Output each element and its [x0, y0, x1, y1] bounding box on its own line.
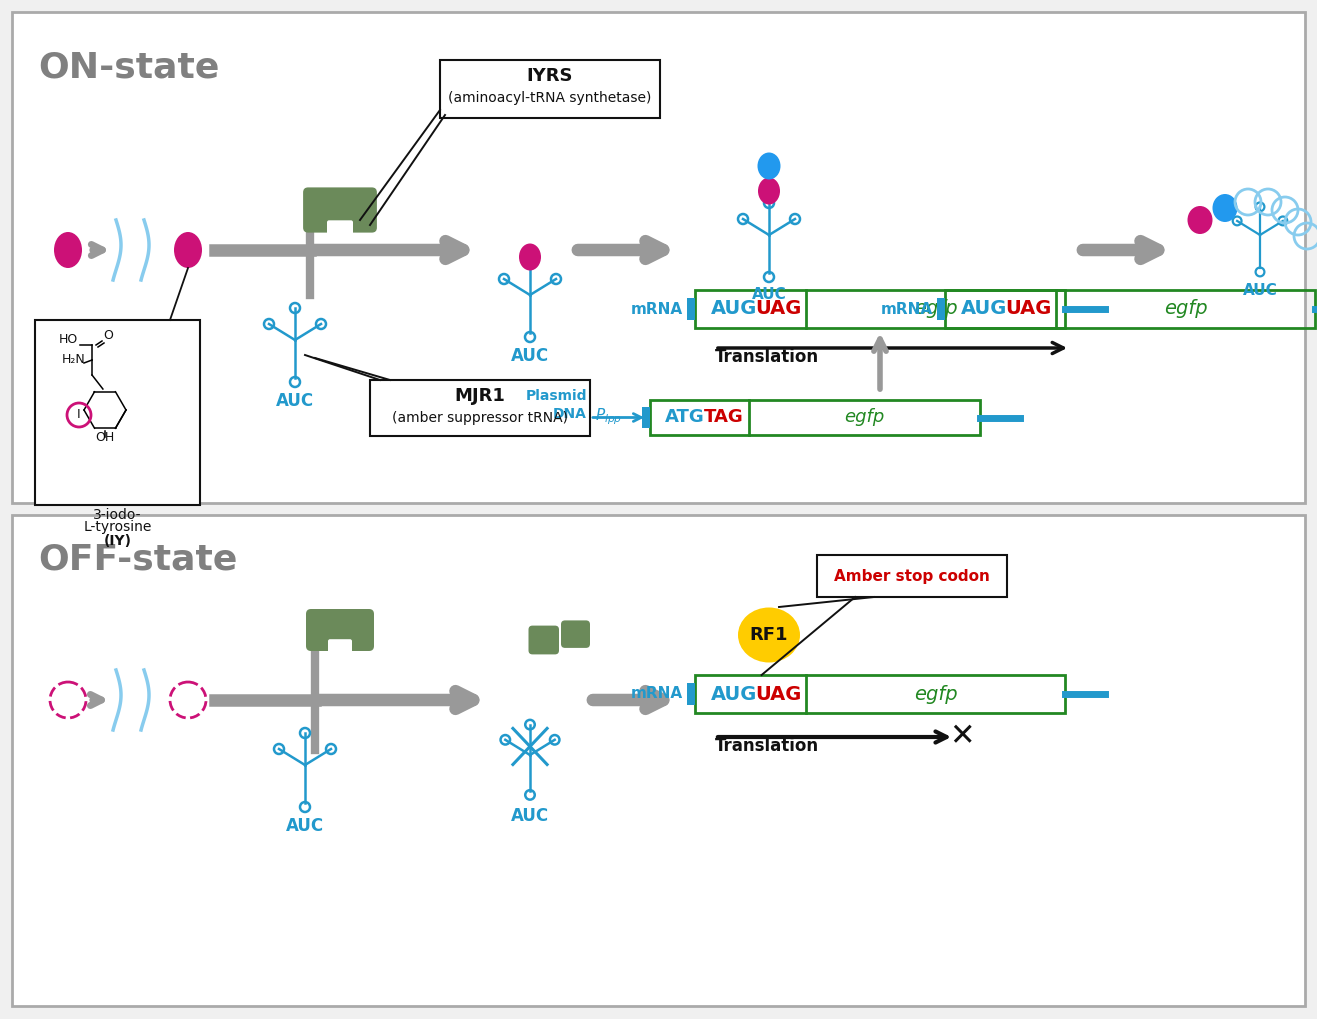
Bar: [12, 515, 1305, 1006]
Text: mRNA: mRNA: [631, 302, 684, 317]
Text: ATG: ATG: [665, 409, 705, 427]
Text: AUC: AUC: [511, 347, 549, 365]
Text: Translation: Translation: [715, 348, 819, 366]
Text: UAG: UAG: [755, 300, 802, 319]
Text: AUC: AUC: [511, 807, 549, 825]
FancyBboxPatch shape: [303, 187, 377, 232]
Bar: [695, 290, 1065, 328]
Text: Amber stop codon: Amber stop codon: [834, 569, 990, 584]
Text: ON-state: ON-state: [38, 50, 220, 84]
Text: AUC: AUC: [277, 392, 313, 410]
FancyBboxPatch shape: [528, 626, 558, 654]
Ellipse shape: [519, 244, 541, 270]
Ellipse shape: [54, 232, 82, 268]
Bar: [695, 675, 1065, 713]
Text: (IY): (IY): [104, 534, 132, 548]
Bar: [12, 12, 1305, 503]
Text: mRNA: mRNA: [631, 687, 684, 701]
Ellipse shape: [1213, 194, 1238, 222]
Text: L-tyrosine: L-tyrosine: [83, 520, 151, 534]
Bar: [817, 555, 1008, 597]
Text: I: I: [78, 409, 80, 422]
Text: OH: OH: [95, 431, 115, 444]
FancyBboxPatch shape: [561, 621, 590, 648]
Bar: [440, 60, 660, 118]
Bar: [370, 380, 590, 436]
Text: egfp: egfp: [844, 409, 885, 427]
Text: OFF-state: OFF-state: [38, 543, 237, 577]
Ellipse shape: [1188, 206, 1213, 234]
Text: IYRS: IYRS: [527, 67, 573, 85]
Text: O: O: [103, 329, 113, 342]
Bar: [946, 290, 1314, 328]
FancyBboxPatch shape: [306, 609, 374, 651]
Bar: [641, 407, 651, 428]
Bar: [651, 400, 980, 435]
Text: $P_{lpp}$: $P_{lpp}$: [595, 407, 622, 427]
Text: AUC: AUC: [752, 287, 786, 302]
Text: 3-iodo-: 3-iodo-: [94, 508, 142, 522]
Ellipse shape: [759, 177, 780, 205]
Text: mRNA: mRNA: [881, 302, 932, 317]
Text: MJR1: MJR1: [454, 387, 506, 405]
Text: (aminoacyl-tRNA synthetase): (aminoacyl-tRNA synthetase): [448, 91, 652, 105]
Text: HO: HO: [58, 333, 78, 346]
Text: AUG: AUG: [711, 300, 757, 319]
Bar: [687, 683, 695, 705]
Text: UAG: UAG: [755, 685, 802, 703]
Text: AUC: AUC: [286, 817, 324, 835]
Text: AUG: AUG: [960, 300, 1008, 319]
Text: AUG: AUG: [711, 685, 757, 703]
Ellipse shape: [757, 153, 781, 179]
Text: egfp: egfp: [914, 300, 957, 319]
FancyBboxPatch shape: [327, 220, 353, 242]
Text: TAG: TAG: [705, 409, 744, 427]
Text: egfp: egfp: [1164, 300, 1208, 319]
Text: ✕: ✕: [948, 722, 975, 751]
Text: UAG: UAG: [1005, 300, 1051, 319]
FancyBboxPatch shape: [328, 639, 352, 659]
Text: Plasmid: Plasmid: [525, 389, 587, 403]
Text: H₂N: H₂N: [62, 353, 86, 366]
Text: egfp: egfp: [914, 685, 957, 703]
Text: RF1: RF1: [749, 626, 789, 644]
Text: (amber suppressor tRNA): (amber suppressor tRNA): [392, 411, 568, 425]
Text: Translation: Translation: [715, 737, 819, 755]
Ellipse shape: [738, 607, 799, 662]
Text: DNA: DNA: [553, 407, 587, 421]
Bar: [36, 320, 200, 505]
Bar: [687, 298, 695, 320]
Text: AUC: AUC: [1243, 283, 1277, 298]
Bar: [936, 298, 946, 320]
Ellipse shape: [174, 232, 202, 268]
